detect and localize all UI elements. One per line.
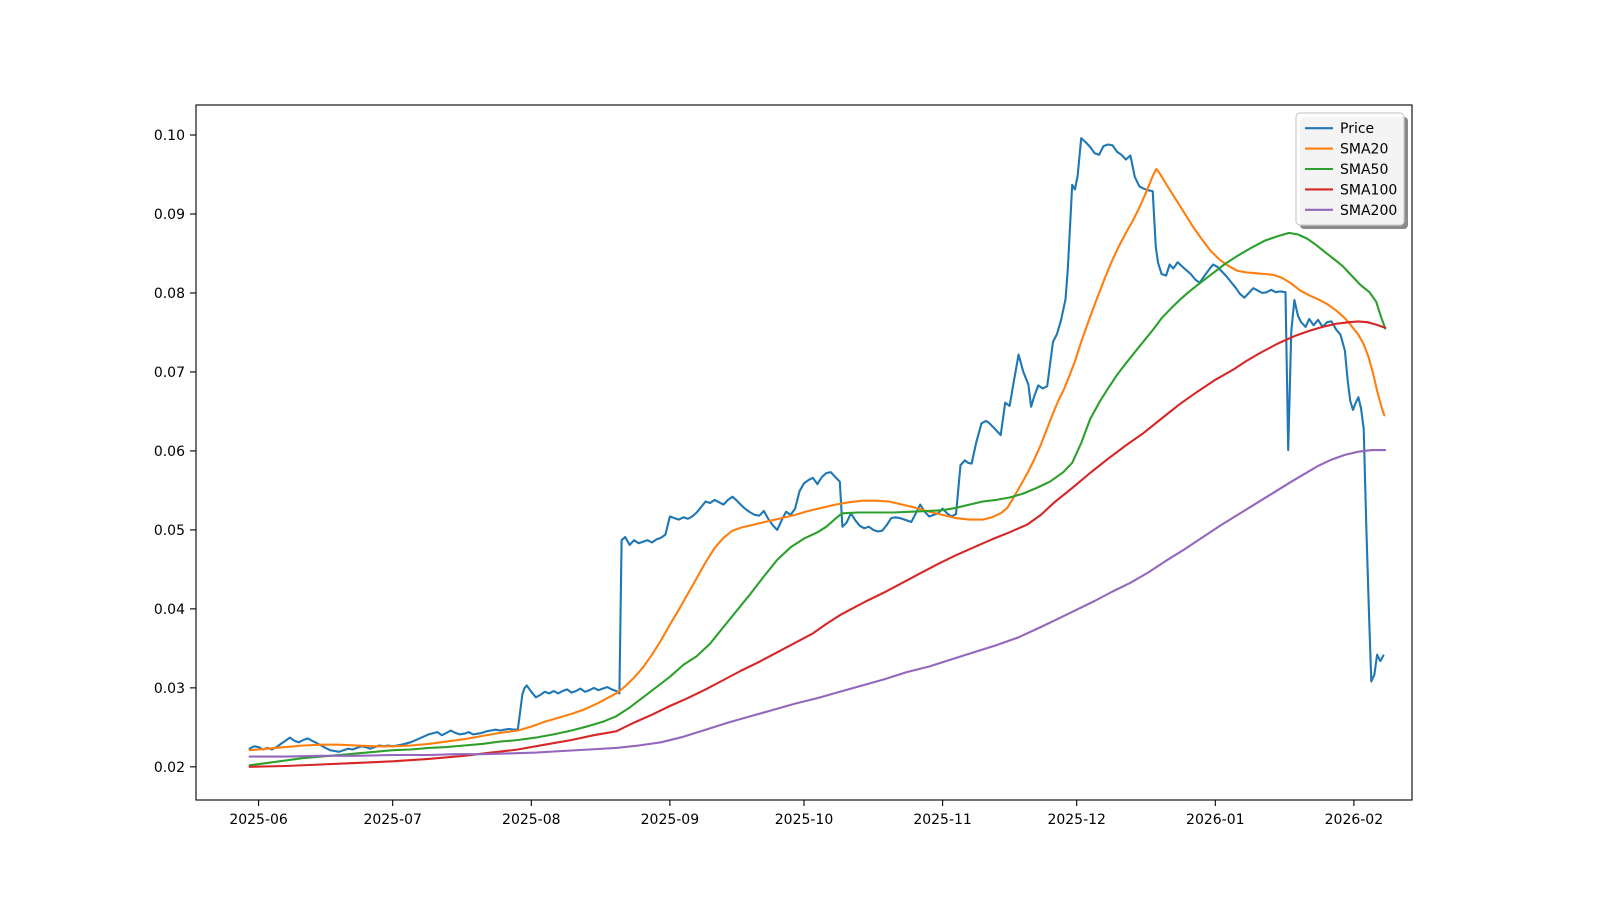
legend-label-sma50: SMA50 — [1340, 162, 1388, 178]
y-tick-label: 0.10 — [154, 128, 185, 144]
x-tick-label: 2025-08 — [502, 812, 561, 828]
legend-label-sma200: SMA200 — [1340, 203, 1397, 219]
y-tick-label: 0.02 — [154, 760, 185, 776]
x-tick-label: 2025-12 — [1047, 812, 1106, 828]
legend-label-sma20: SMA20 — [1340, 142, 1388, 158]
legend-label-sma100: SMA100 — [1340, 182, 1397, 198]
y-tick-label: 0.09 — [154, 207, 185, 223]
x-tick-label: 2025-11 — [913, 812, 972, 828]
sma20-line — [248, 167, 1386, 752]
y-tick-label: 0.08 — [154, 286, 185, 302]
x-tick-label: 2025-06 — [229, 812, 288, 828]
price-line — [248, 137, 1385, 753]
sma50-line — [248, 231, 1387, 767]
y-tick-label: 0.03 — [154, 681, 185, 697]
x-tick-label: 2026-01 — [1186, 812, 1245, 828]
y-tick-label: 0.06 — [154, 444, 185, 460]
y-tick-label: 0.04 — [154, 602, 185, 618]
x-tick-label: 2025-07 — [363, 812, 422, 828]
y-tick-label: 0.05 — [154, 523, 185, 539]
x-tick-label: 2026-02 — [1325, 812, 1384, 828]
sma200-line — [248, 449, 1387, 758]
legend-box — [1295, 112, 1405, 226]
sma100-line — [248, 320, 1387, 768]
legend-label-price: Price — [1340, 121, 1374, 137]
x-tick-label: 2025-10 — [775, 812, 834, 828]
y-tick-label: 0.07 — [154, 365, 185, 381]
plot-area-border — [195, 104, 1413, 801]
x-tick-label: 2025-09 — [641, 812, 700, 828]
